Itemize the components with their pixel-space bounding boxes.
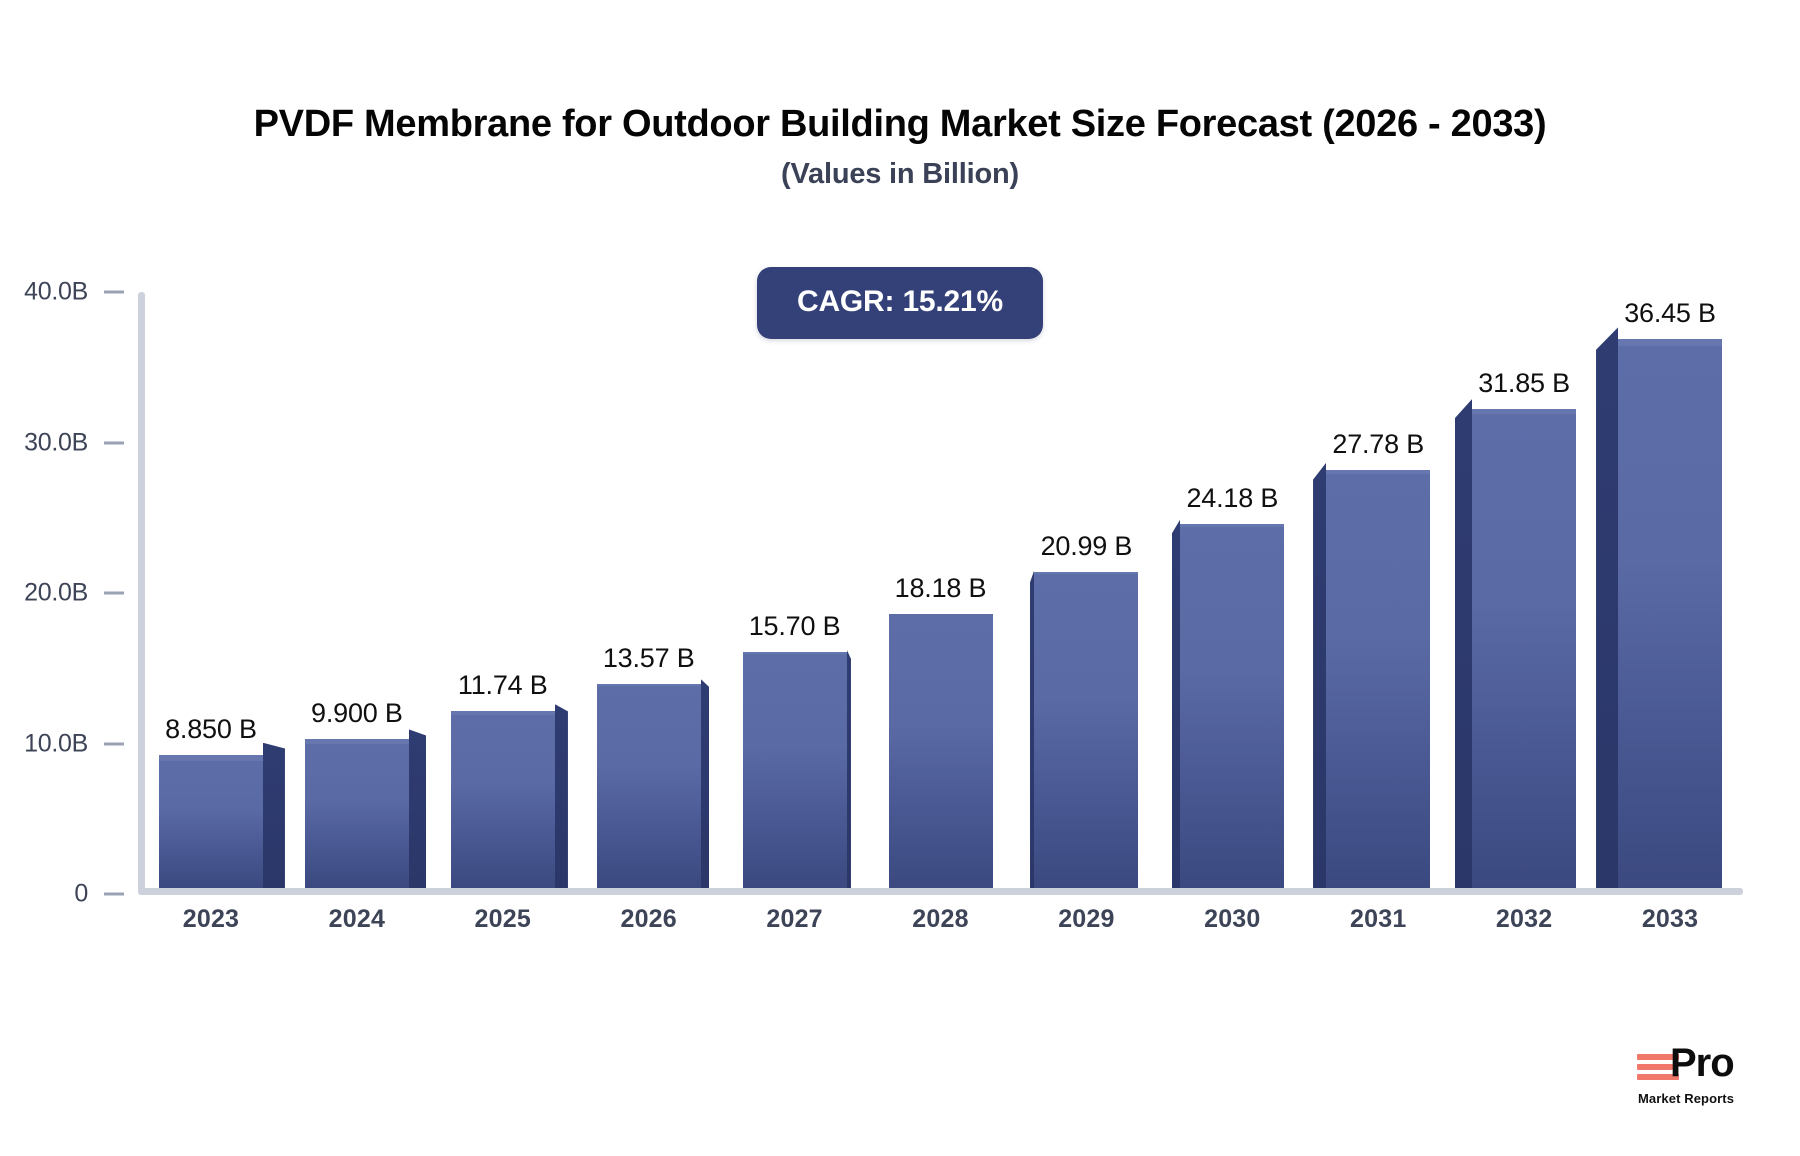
y-axis-tick-label: 20.0B — [24, 578, 88, 607]
bar-value-label: 13.57 B — [602, 642, 695, 673]
x-axis-tick-label: 2024 — [328, 905, 386, 933]
bar-value-label: 20.99 B — [1040, 531, 1133, 562]
chart-header: PVDF Membrane for Outdoor Building Marke… — [0, 103, 1800, 191]
bar-side-face — [1030, 569, 1035, 888]
x-axis-tick-label: 2033 — [1641, 905, 1699, 933]
bar-top-face — [1326, 469, 1431, 474]
bars-layer: 8.850 B 9.900 B 11.74 B 13.57 B 15.70 B 18.18… — [138, 280, 1748, 895]
logo-wordmark: Pro — [1670, 1041, 1735, 1085]
logo-bar-2 — [1637, 1064, 1673, 1070]
y-axis-line — [138, 292, 145, 894]
bar-2025[interactable]: 11.74 B — [450, 670, 568, 888]
y-axis-tick-label: 10.0B — [24, 729, 88, 757]
bar-side-face — [554, 704, 568, 888]
x-axis-tick-label: 2027 — [766, 905, 823, 933]
bar-2026[interactable]: 13.57 B — [596, 643, 710, 888]
bar-value-label: 15.70 B — [748, 610, 841, 641]
bar-value-label: 31.85 B — [1478, 367, 1570, 398]
bar-top-face — [450, 711, 555, 716]
x-axis-tick-label: 2032 — [1495, 905, 1553, 933]
bar-face — [1034, 572, 1139, 888]
bar-2032[interactable]: 31.85 B — [1454, 368, 1577, 888]
bar-top-face — [1618, 339, 1723, 347]
y-axis-tick-label: 0 — [74, 879, 88, 908]
bar-side-face — [1454, 398, 1473, 888]
bar-face — [1326, 469, 1431, 888]
bar-face — [304, 739, 409, 888]
plot-area: 8.850 B 9.900 B 11.74 B 13.57 B 15.70 B 18.18… — [24, 278, 1748, 933]
bar-2023[interactable]: 8.850 B — [158, 714, 285, 888]
bar-value-label: 11.74 B — [457, 670, 548, 701]
bar-2033[interactable]: 36.45 B — [1596, 298, 1723, 888]
chart-title: PVDF Membrane for Outdoor Building Marke… — [253, 103, 1547, 145]
bar-side-face — [700, 678, 710, 888]
logo-bar-3 — [1637, 1074, 1679, 1080]
bar-value-label: 27.78 B — [1332, 428, 1425, 459]
bar-face — [1180, 524, 1285, 888]
bar-value-label: 36.45 B — [1624, 298, 1716, 329]
bar-value-label: 18.18 B — [894, 573, 987, 604]
bar-top-face — [158, 754, 263, 762]
bar-top-face — [1034, 572, 1139, 575]
chart-subtitle: (Values in Billion) — [781, 157, 1019, 190]
bar-2029[interactable]: 20.99 B — [1030, 531, 1139, 888]
x-axis-tick-label: 2028 — [912, 905, 969, 933]
bar-2024[interactable]: 9.900 B — [304, 698, 427, 888]
bar-2028[interactable]: 18.18 B — [888, 573, 993, 888]
bar-face — [596, 683, 701, 888]
bar-2027[interactable]: 15.70 B — [742, 611, 851, 888]
y-axis-tick: 10.0B — [24, 729, 138, 758]
bar-value-label: 9.900 B — [311, 698, 403, 729]
bar-top-face — [1472, 408, 1577, 414]
y-axis-tick-mark — [104, 892, 124, 896]
x-axis-tick-label: 2030 — [1204, 905, 1261, 933]
bar-value-label: 24.18 B — [1186, 483, 1279, 514]
brand-logo: Pro Market Reports — [1637, 1043, 1767, 1117]
bar-top-face — [304, 739, 409, 745]
y-axis-tick: 30.0B — [24, 428, 138, 457]
bar-top-face — [1180, 524, 1285, 527]
bar-face — [158, 754, 263, 888]
x-axis-tick-label: 2025 — [474, 905, 531, 933]
bar-2030[interactable]: 24.18 B — [1171, 483, 1285, 888]
y-axis-tick-mark — [104, 441, 124, 444]
bar-face — [888, 614, 993, 888]
x-axis-tick-label: 2029 — [1058, 905, 1115, 933]
bar-side-face — [408, 729, 427, 888]
y-axis-tick-mark — [104, 742, 124, 745]
bar-side-face — [846, 649, 851, 888]
bar-side-face — [1313, 462, 1327, 888]
bar-face — [742, 651, 847, 888]
logo-tagline: Market Reports — [1638, 1091, 1735, 1106]
bar-value-label: 8.850 B — [165, 713, 257, 744]
y-axis-tick-mark — [104, 290, 124, 294]
bar-side-face — [1596, 327, 1619, 888]
bar-top-face — [742, 651, 847, 654]
y-axis-tick: 20.0B — [24, 579, 138, 608]
bar-side-face — [262, 742, 285, 888]
bar-face — [1618, 339, 1723, 888]
logo-bar-1 — [1637, 1054, 1679, 1060]
x-axis-line — [138, 888, 1743, 895]
x-axis-tick-label: 2026 — [620, 905, 677, 933]
x-axis-tick-label: 2031 — [1350, 905, 1407, 933]
bar-top-face — [596, 683, 701, 687]
bar-2031[interactable]: 27.78 B — [1313, 429, 1431, 888]
y-axis-tick: 0 — [74, 880, 138, 909]
y-axis-tick-label: 40.0B — [24, 277, 88, 306]
y-axis-tick: 40.0B — [24, 278, 138, 307]
bar-face — [450, 711, 555, 888]
y-axis-tick-label: 30.0B — [24, 428, 88, 456]
logo-bars-icon — [1637, 1051, 1683, 1087]
cagr-badge: CAGR: 15.21% — [756, 267, 1044, 339]
y-axis-tick-mark — [104, 591, 124, 595]
bar-side-face — [1171, 519, 1181, 888]
bar-face — [1472, 408, 1577, 888]
x-axis-tick-label: 2023 — [182, 905, 240, 933]
